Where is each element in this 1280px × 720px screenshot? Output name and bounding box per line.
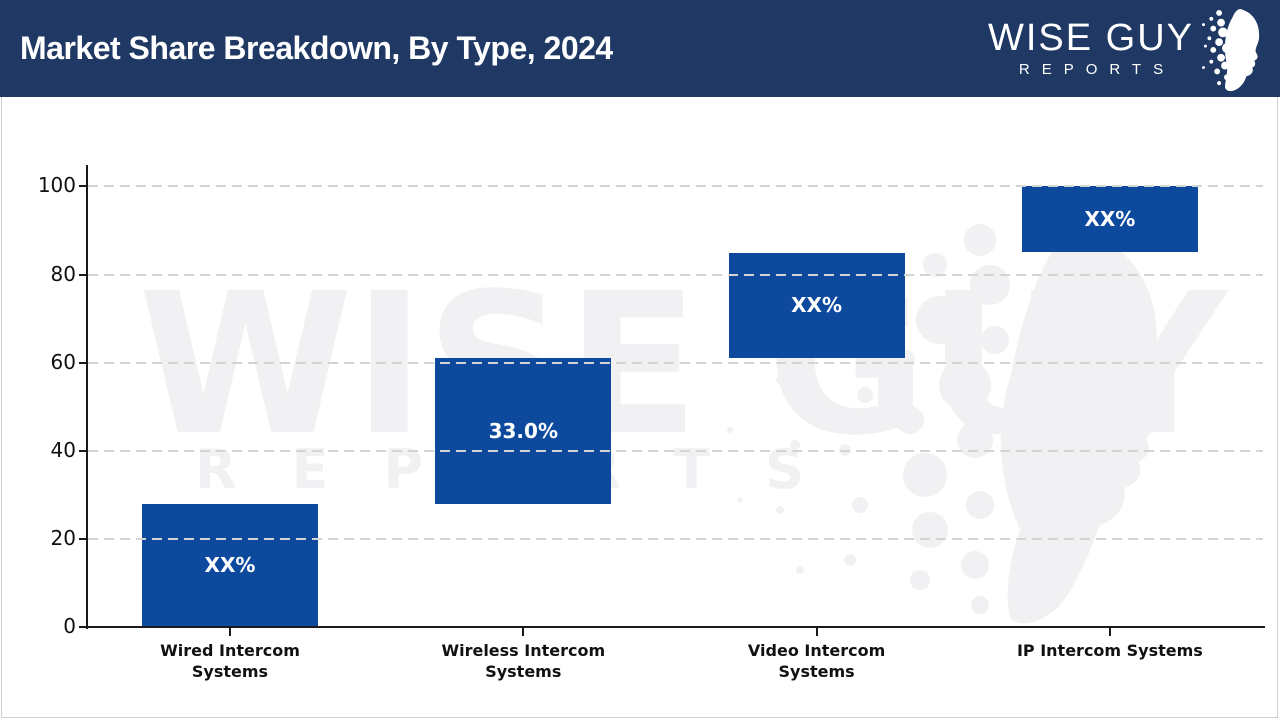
x-tick-video-intercom-systems [815, 627, 818, 636]
logo-wordmark-line1: WISE GUY [987, 16, 1194, 59]
y-tick-label-20: 20 [50, 525, 76, 550]
y-tick-20 [79, 537, 87, 540]
y-tick-100 [79, 185, 87, 188]
gridline-80 [88, 273, 1263, 276]
y-tick-label-80: 80 [50, 261, 76, 286]
bar-video-intercom-systems: XX% [728, 252, 905, 359]
x-label-wired-intercom-systems: Wired Intercom Systems [160, 641, 300, 681]
bar-wired-intercom-systems: XX% [142, 503, 318, 627]
x-label-video-intercom-systems: Video Intercom Systems [747, 641, 886, 681]
x-tick-wireless-intercom-systems [522, 627, 525, 636]
gridline-100 [88, 185, 1263, 188]
frame-line-right [1277, 97, 1278, 717]
logo-face-icon [1202, 8, 1260, 91]
gridline-60 [88, 361, 1263, 364]
y-tick-label-100: 100 [37, 173, 76, 198]
logo-wordmark-line2: REPORTS [1018, 60, 1176, 78]
gridline-40 [88, 449, 1263, 452]
y-tick-40 [79, 449, 87, 452]
bar-data-label: XX% [791, 293, 843, 318]
x-label-wireless-intercom-systems: Wireless Intercom Systems [441, 641, 606, 681]
x-tick-wired-intercom-systems [229, 627, 231, 636]
logo-wordmark: WISE GUY REPORTS [988, 18, 1194, 80]
x-tick-ip-intercom-systems [1108, 627, 1111, 636]
header-bar: Market Share Breakdown, By Type, 2024 WI… [0, 0, 1280, 97]
frame-line-left [1, 97, 2, 717]
gridline-20 [88, 537, 1263, 540]
bar-data-label: XX% [204, 553, 256, 578]
y-axis-spine [86, 165, 88, 629]
frame-line-bottom [1, 717, 1278, 718]
y-tick-label-60: 60 [50, 349, 76, 374]
bar-data-label: XX% [1084, 207, 1136, 232]
y-tick-label-0: 0 [63, 614, 76, 638]
logo: WISE GUY REPORTS [988, 5, 1262, 93]
bar-wireless-intercom-systems: 33.0% [435, 358, 612, 504]
bar-data-label: 33.0% [488, 418, 558, 443]
page-title: Market Share Breakdown, By Type, 2024 [20, 30, 613, 66]
bar-ip-intercom-systems: XX% [1021, 186, 1198, 253]
x-axis-spine [86, 626, 1265, 628]
y-tick-60 [79, 361, 87, 364]
y-tick-80 [79, 273, 87, 276]
x-label-ip-intercom-systems: IP Intercom Systems [1016, 641, 1203, 660]
y-tick-label-40: 40 [50, 437, 76, 462]
y-tick-0 [79, 626, 87, 628]
